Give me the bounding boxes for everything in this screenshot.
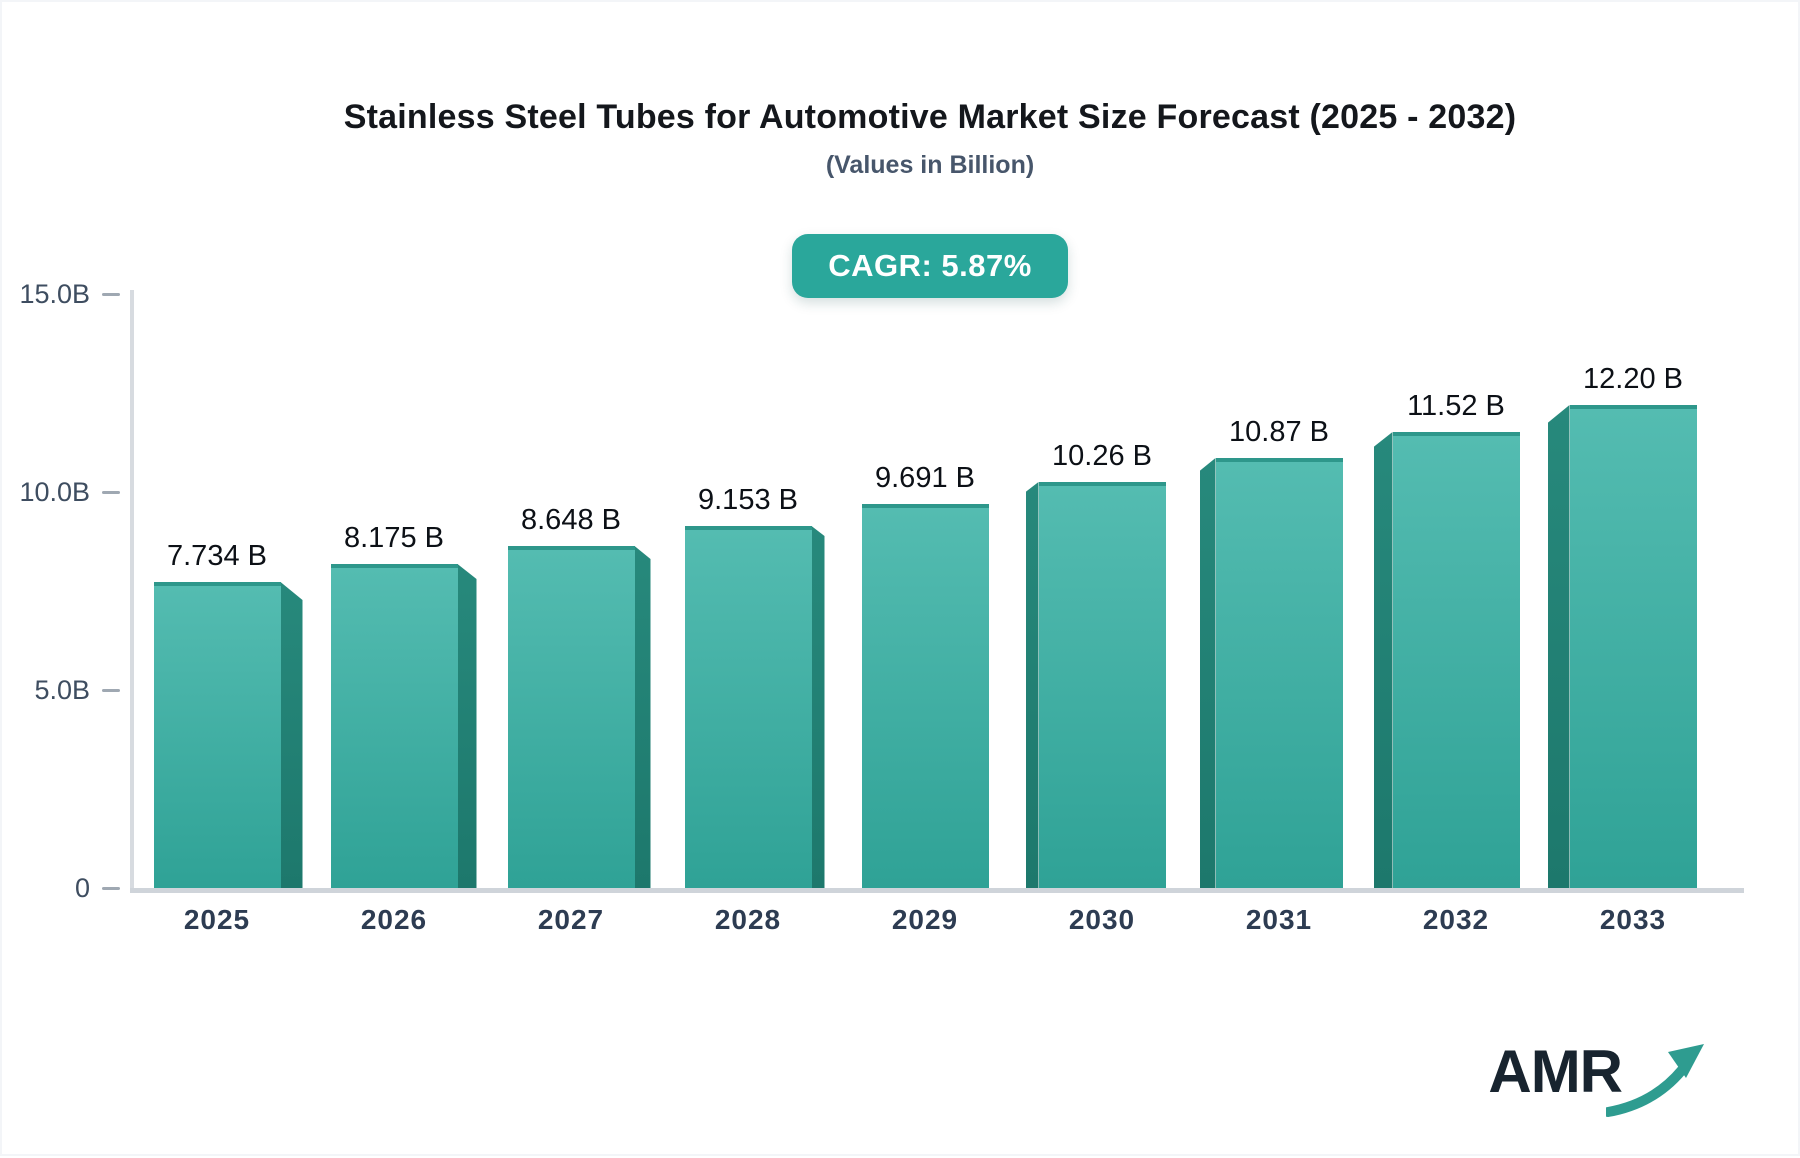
bar-2027[interactable]: 8.648 B [507,504,651,888]
y-tick-label: 15.0B [19,279,90,309]
y-tick-label: 10.0B [19,477,90,507]
chart-subtitle: (Values in Billion) [825,151,1035,179]
bar-face[interactable] [153,582,281,888]
bar-2028[interactable]: 9.153 B [684,484,825,888]
y-tick-label: 0 [74,873,90,903]
x-tick-label-2033: 2033 [1599,904,1667,935]
bar-2033[interactable]: 12.20 B [1547,363,1697,888]
amr-logo[interactable]: AMR [1488,1038,1710,1117]
x-tick-label-2031: 2031 [1245,904,1313,935]
bar-value-label: 10.26 B [1052,440,1152,472]
x-tick-label-2028: 2028 [714,904,782,935]
x-axis-line [130,888,1744,893]
bar-side-face [811,526,825,888]
bar-side-face [1199,458,1216,888]
chart-header: Stainless Steel Tubes for Automotive Mar… [58,2,1800,298]
bar-face[interactable] [1215,458,1343,888]
bar-side-face [1373,432,1393,888]
bar-2026[interactable]: 8.175 B [330,522,477,888]
y-tick-mark [102,689,120,692]
bar-face[interactable] [684,526,812,888]
cagr-badge: CAGR: 5.87% [792,234,1068,298]
bar-face[interactable] [1038,482,1166,888]
bar-2029[interactable]: 9.691 B [861,462,989,888]
chart-title: Stainless Steel Tubes for Automotive Mar… [343,98,1517,136]
bar-value-label: 9.691 B [875,462,975,494]
y-tick-mark [102,491,120,494]
x-tick-label-2026: 2026 [360,904,428,935]
bar-side-face [634,546,651,888]
bar-2032[interactable]: 11.52 B [1373,390,1520,888]
bar-face[interactable] [861,504,989,888]
bar-face[interactable] [1392,432,1520,888]
bar-2030[interactable]: 10.26 B [1025,440,1166,888]
x-tick-label-2027: 2027 [537,904,605,935]
bar-side-face [457,564,477,888]
y-tick-label: 5.0B [34,675,90,705]
y-tick-mark [102,887,120,890]
y-tick-mark [102,293,120,296]
amr-logo-text: AMR [1488,1038,1623,1105]
bar-face[interactable] [330,564,458,888]
x-tick-label-2030: 2030 [1068,904,1136,935]
x-tick-label-2025: 2025 [183,904,251,935]
x-tick-label-2032: 2032 [1422,904,1490,935]
bar-side-face [1025,482,1039,888]
bar-face[interactable] [1569,405,1697,888]
bar-face[interactable] [507,546,635,888]
y-axis-line [130,290,134,892]
bar-value-label: 7.734 B [167,540,267,572]
bar-value-label: 11.52 B [1407,390,1505,422]
bar-side-face [1547,405,1570,888]
bar-value-label: 8.175 B [344,522,444,554]
bar-value-label: 9.153 B [698,484,798,516]
bar-value-label: 8.648 B [521,504,621,536]
bar-value-label: 10.87 B [1229,416,1329,448]
amr-logo-arrow-icon [1606,1044,1704,1117]
bar-2031[interactable]: 10.87 B [1199,416,1343,888]
bar-2025[interactable]: 7.734 B [153,540,303,888]
bar-side-face [280,582,303,888]
bar-value-label: 12.20 B [1583,363,1683,395]
x-tick-label-2029: 2029 [891,904,959,935]
